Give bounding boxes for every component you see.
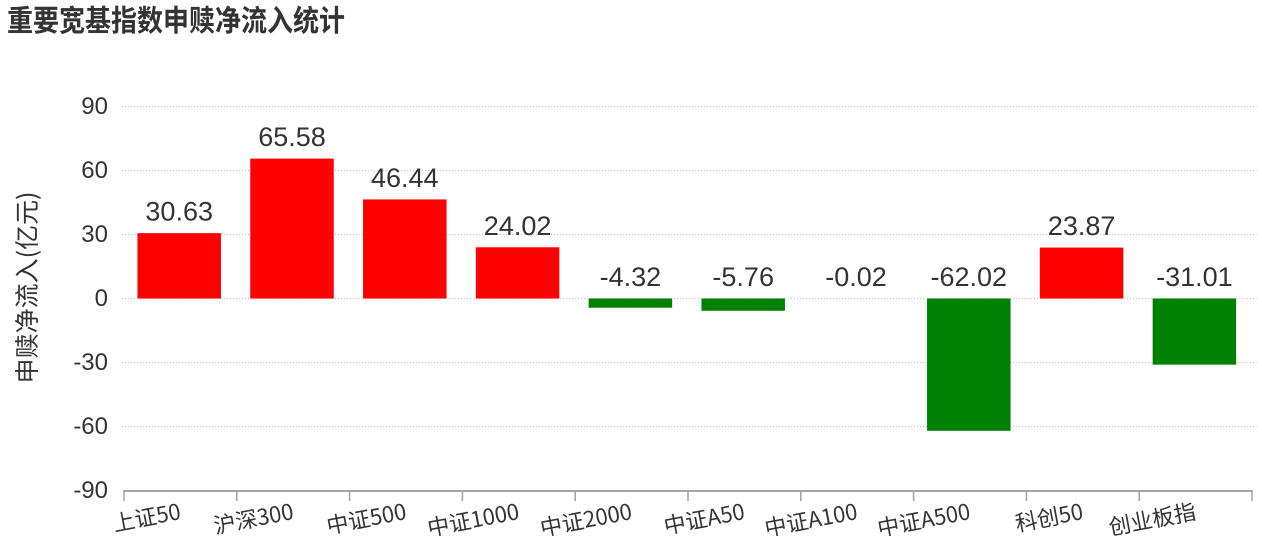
- svg-text:-90: -90: [73, 477, 108, 504]
- svg-text:-62.02: -62.02: [931, 262, 1008, 292]
- svg-text:65.58: 65.58: [258, 122, 326, 152]
- svg-text:30: 30: [81, 221, 108, 248]
- svg-text:-5.76: -5.76: [712, 262, 774, 292]
- svg-text:46.44: 46.44: [371, 163, 439, 193]
- svg-text:-4.32: -4.32: [600, 262, 662, 292]
- svg-text:0: 0: [95, 285, 108, 312]
- svg-text:60: 60: [81, 157, 108, 184]
- svg-text:23.87: 23.87: [1048, 211, 1116, 241]
- svg-text:90: 90: [81, 93, 108, 120]
- svg-text:24.02: 24.02: [484, 211, 552, 241]
- svg-text:-60: -60: [73, 413, 108, 440]
- svg-text:30.63: 30.63: [145, 197, 213, 227]
- svg-text:-0.02: -0.02: [825, 262, 887, 292]
- svg-text:-31.01: -31.01: [1156, 262, 1233, 292]
- svg-text:-30: -30: [73, 349, 108, 376]
